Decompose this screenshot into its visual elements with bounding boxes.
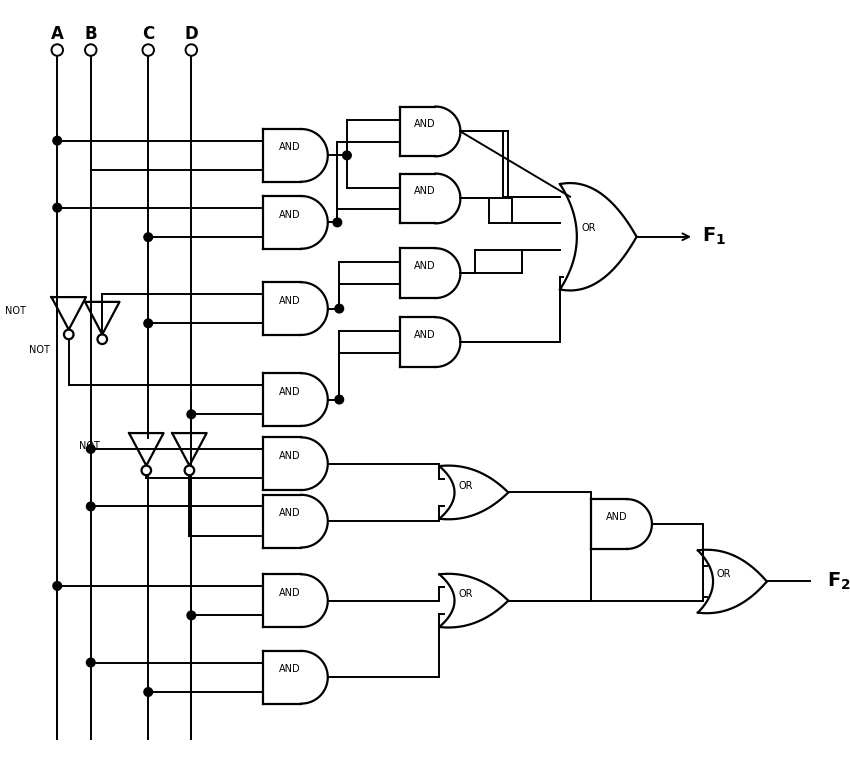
Text: NOT: NOT <box>29 345 49 354</box>
Circle shape <box>98 334 107 344</box>
Circle shape <box>143 44 154 56</box>
Circle shape <box>184 466 194 475</box>
Text: OR: OR <box>717 569 731 579</box>
Text: NOT: NOT <box>79 440 100 450</box>
Circle shape <box>187 410 196 418</box>
Text: AND: AND <box>279 587 301 597</box>
Text: AND: AND <box>279 296 301 305</box>
Text: AND: AND <box>279 386 301 397</box>
Text: A: A <box>51 25 64 43</box>
Circle shape <box>335 395 343 404</box>
Circle shape <box>53 203 61 212</box>
Text: B: B <box>84 25 97 43</box>
Circle shape <box>144 233 152 241</box>
Circle shape <box>53 136 61 145</box>
Circle shape <box>144 688 152 696</box>
Text: AND: AND <box>414 186 435 196</box>
Text: AND: AND <box>279 508 301 518</box>
Text: OR: OR <box>582 224 597 234</box>
Text: AND: AND <box>279 664 301 675</box>
Circle shape <box>52 44 63 56</box>
Circle shape <box>87 658 95 667</box>
Text: AND: AND <box>414 330 435 340</box>
Text: D: D <box>184 25 198 43</box>
Text: OR: OR <box>458 481 473 491</box>
Circle shape <box>185 44 197 56</box>
Circle shape <box>144 319 152 328</box>
Circle shape <box>343 151 351 160</box>
Circle shape <box>87 502 95 511</box>
Circle shape <box>53 582 61 590</box>
Text: AND: AND <box>279 143 301 153</box>
Circle shape <box>85 44 97 56</box>
Circle shape <box>333 218 342 227</box>
Text: $\mathbf{F_1}$: $\mathbf{F_1}$ <box>702 226 726 248</box>
Text: OR: OR <box>458 590 473 599</box>
Text: NOT: NOT <box>5 306 26 316</box>
Text: AND: AND <box>414 261 435 270</box>
Text: C: C <box>142 25 155 43</box>
Text: AND: AND <box>605 512 627 522</box>
Text: $\mathbf{F_2}$: $\mathbf{F_2}$ <box>827 571 850 592</box>
Circle shape <box>87 445 95 453</box>
Text: AND: AND <box>414 119 435 129</box>
Circle shape <box>187 611 196 620</box>
Text: AND: AND <box>279 210 301 220</box>
Circle shape <box>335 305 343 313</box>
Text: AND: AND <box>279 451 301 461</box>
Circle shape <box>64 330 74 339</box>
Circle shape <box>141 466 151 475</box>
